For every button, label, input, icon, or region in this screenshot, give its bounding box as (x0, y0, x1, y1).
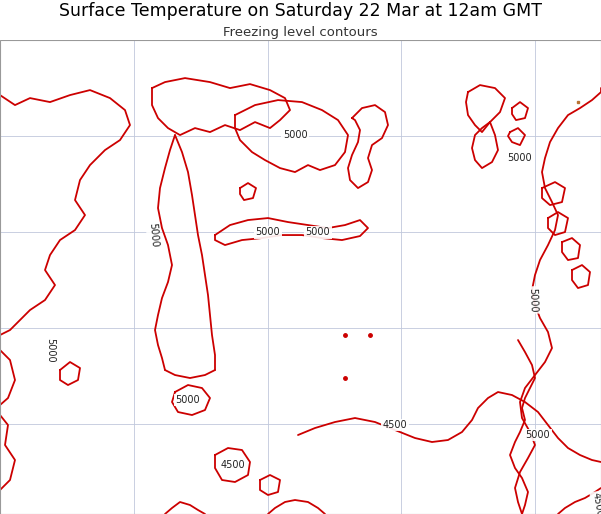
Text: 4500: 4500 (383, 420, 407, 430)
Text: 4500: 4500 (591, 492, 601, 514)
Text: 5000: 5000 (255, 227, 280, 237)
Text: 5000: 5000 (175, 395, 200, 405)
Text: Freezing level contours: Freezing level contours (223, 26, 378, 40)
Text: 5000: 5000 (147, 223, 159, 248)
Text: 4500: 4500 (221, 460, 245, 470)
Text: 5000: 5000 (528, 287, 538, 313)
Text: 5000: 5000 (45, 338, 55, 362)
Text: 5000: 5000 (526, 430, 551, 440)
Text: 5000: 5000 (508, 153, 532, 163)
Text: 5000: 5000 (282, 130, 307, 140)
Text: Surface Temperature on Saturday 22 Mar at 12am GMT: Surface Temperature on Saturday 22 Mar a… (59, 2, 542, 20)
Text: 5000: 5000 (306, 227, 331, 237)
